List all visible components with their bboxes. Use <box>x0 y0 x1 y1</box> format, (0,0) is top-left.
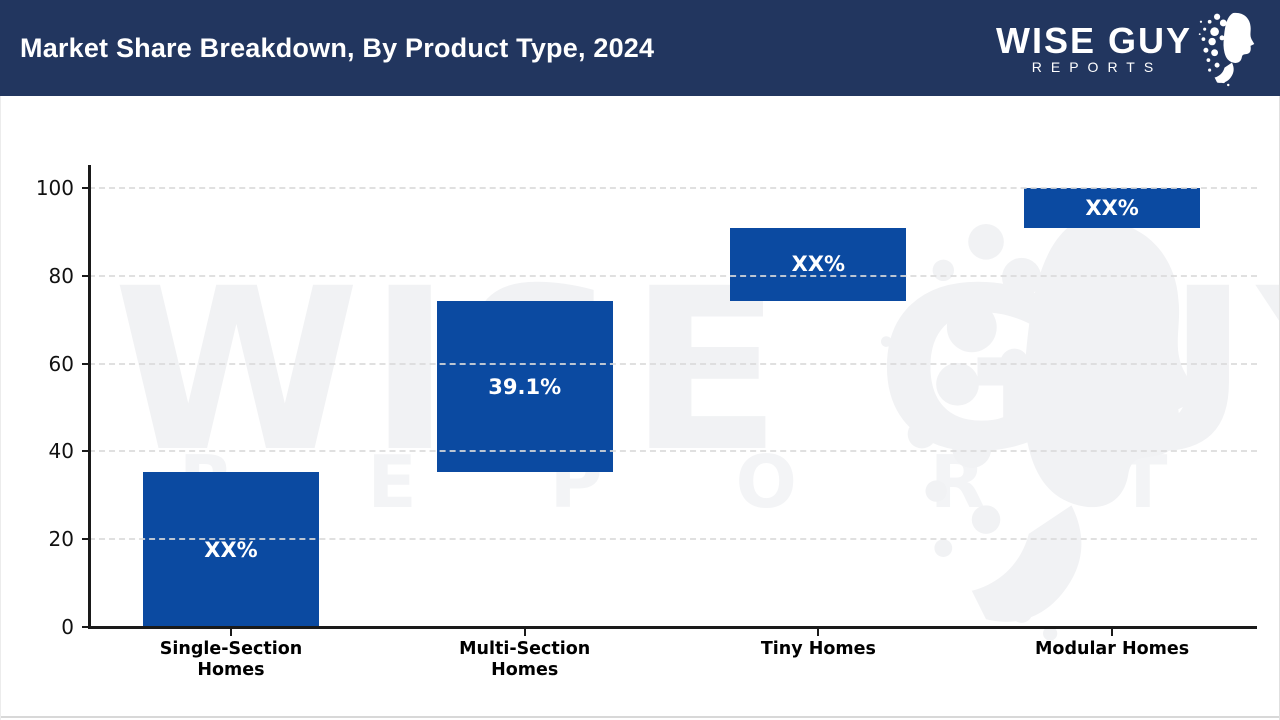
y-tick-40 <box>82 450 89 453</box>
brand-logo-text: WISE GUY REPORTS <box>996 22 1192 76</box>
bar-label-multi-section-homes: 39.1% <box>488 374 562 399</box>
brand-subtitle: REPORTS <box>1031 59 1163 75</box>
x-tick-multi-section-homes <box>523 628 526 636</box>
y-tick-label-80: 80 <box>48 263 74 288</box>
x-label-single-section-homes: Single-Section Homes <box>159 639 303 680</box>
y-tick-80 <box>82 274 89 277</box>
y-tick-20 <box>82 538 89 541</box>
y-tick-label-20: 20 <box>48 527 74 552</box>
watermark-face-icon <box>880 219 1200 641</box>
y-tick-0 <box>82 626 89 628</box>
y-tick-100 <box>82 187 89 189</box>
gridline-40 <box>89 450 1257 453</box>
gridline-60 <box>89 362 1257 365</box>
chart: WISE GUY R E P O R T S 020406080100XX%Si… <box>0 96 1280 720</box>
x-label-modular-homes: Modular Homes <box>1035 639 1190 659</box>
y-tick-label-40: 40 <box>48 439 74 464</box>
brand-name: WISE GUY <box>995 20 1192 61</box>
bar-modular-homes <box>1024 188 1201 228</box>
x-tick-tiny-homes <box>817 628 820 636</box>
gridline-80 <box>89 274 1257 277</box>
brand-logo: WISE GUY REPORTS <box>996 8 1258 90</box>
y-axis-line <box>88 165 91 628</box>
x-tick-single-section-homes <box>230 628 232 636</box>
y-tick-label-0: 0 <box>61 615 74 639</box>
x-label-tiny-homes: Tiny Homes <box>760 639 876 659</box>
header: Market Share Breakdown, By Product Type,… <box>0 0 1280 96</box>
bar-label-single-section-homes: XX% <box>204 537 258 562</box>
y-tick-label-100: 100 <box>35 176 74 200</box>
x-axis-line <box>88 625 1257 629</box>
figure-border-bottom <box>1 716 1279 718</box>
brand-face-icon <box>1198 12 1255 87</box>
gridline-100 <box>89 187 1257 189</box>
x-label-multi-section-homes: Multi-Section Homes <box>459 639 591 680</box>
y-tick-60 <box>82 362 89 365</box>
bar-label-modular-homes: XX% <box>1085 195 1139 220</box>
bar-multi-section-homes <box>436 300 613 473</box>
x-tick-modular-homes <box>1111 628 1114 636</box>
bar-single-section-homes <box>143 472 319 627</box>
gridline-20 <box>89 538 1257 541</box>
bar-label-tiny-homes: XX% <box>791 252 846 277</box>
page-title: Market Share Breakdown, By Product Type,… <box>20 32 655 63</box>
bar-tiny-homes <box>730 227 907 301</box>
y-tick-label-60: 60 <box>48 351 74 376</box>
